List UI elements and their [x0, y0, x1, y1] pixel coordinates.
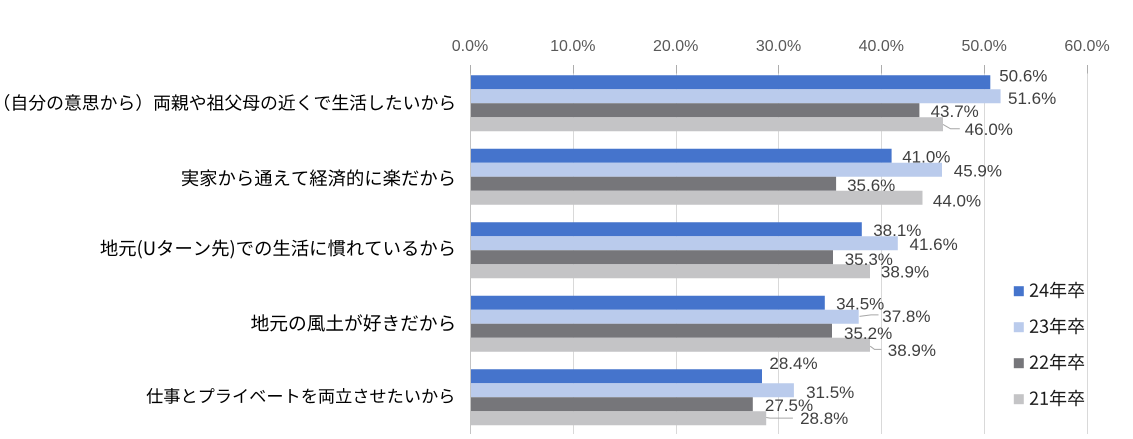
svg-text:31.5%: 31.5%	[806, 383, 854, 402]
svg-text:50.6%: 50.6%	[999, 67, 1047, 86]
svg-text:34.5%: 34.5%	[836, 295, 884, 314]
svg-text:50.0%: 50.0%	[962, 38, 1007, 55]
svg-text:35.6%: 35.6%	[847, 176, 895, 195]
svg-text:28.8%: 28.8%	[800, 409, 848, 428]
svg-text:35.2%: 35.2%	[844, 324, 892, 343]
svg-text:51.6%: 51.6%	[1008, 89, 1056, 108]
svg-text:30.0%: 30.0%	[756, 38, 801, 55]
svg-text:37.8%: 37.8%	[882, 307, 930, 326]
svg-text:45.9%: 45.9%	[954, 162, 1002, 181]
svg-text:0.0%: 0.0%	[452, 38, 488, 55]
svg-text:38.9%: 38.9%	[881, 263, 929, 282]
svg-text:35.3%: 35.3%	[845, 250, 893, 269]
svg-text:38.9%: 38.9%	[888, 341, 936, 360]
svg-text:38.1%: 38.1%	[873, 221, 921, 240]
svg-text:44.0%: 44.0%	[933, 192, 981, 211]
svg-text:46.0%: 46.0%	[965, 120, 1013, 139]
svg-text:43.7%: 43.7%	[931, 102, 979, 121]
svg-text:41.6%: 41.6%	[910, 235, 958, 254]
svg-text:10.0%: 10.0%	[550, 38, 595, 55]
svg-text:27.5%: 27.5%	[765, 396, 813, 415]
svg-text:60.0%: 60.0%	[1064, 38, 1109, 55]
svg-text:20.0%: 20.0%	[653, 38, 698, 55]
svg-text:41.0%: 41.0%	[902, 148, 950, 167]
svg-text:40.0%: 40.0%	[859, 38, 904, 55]
svg-text:28.4%: 28.4%	[769, 354, 817, 373]
